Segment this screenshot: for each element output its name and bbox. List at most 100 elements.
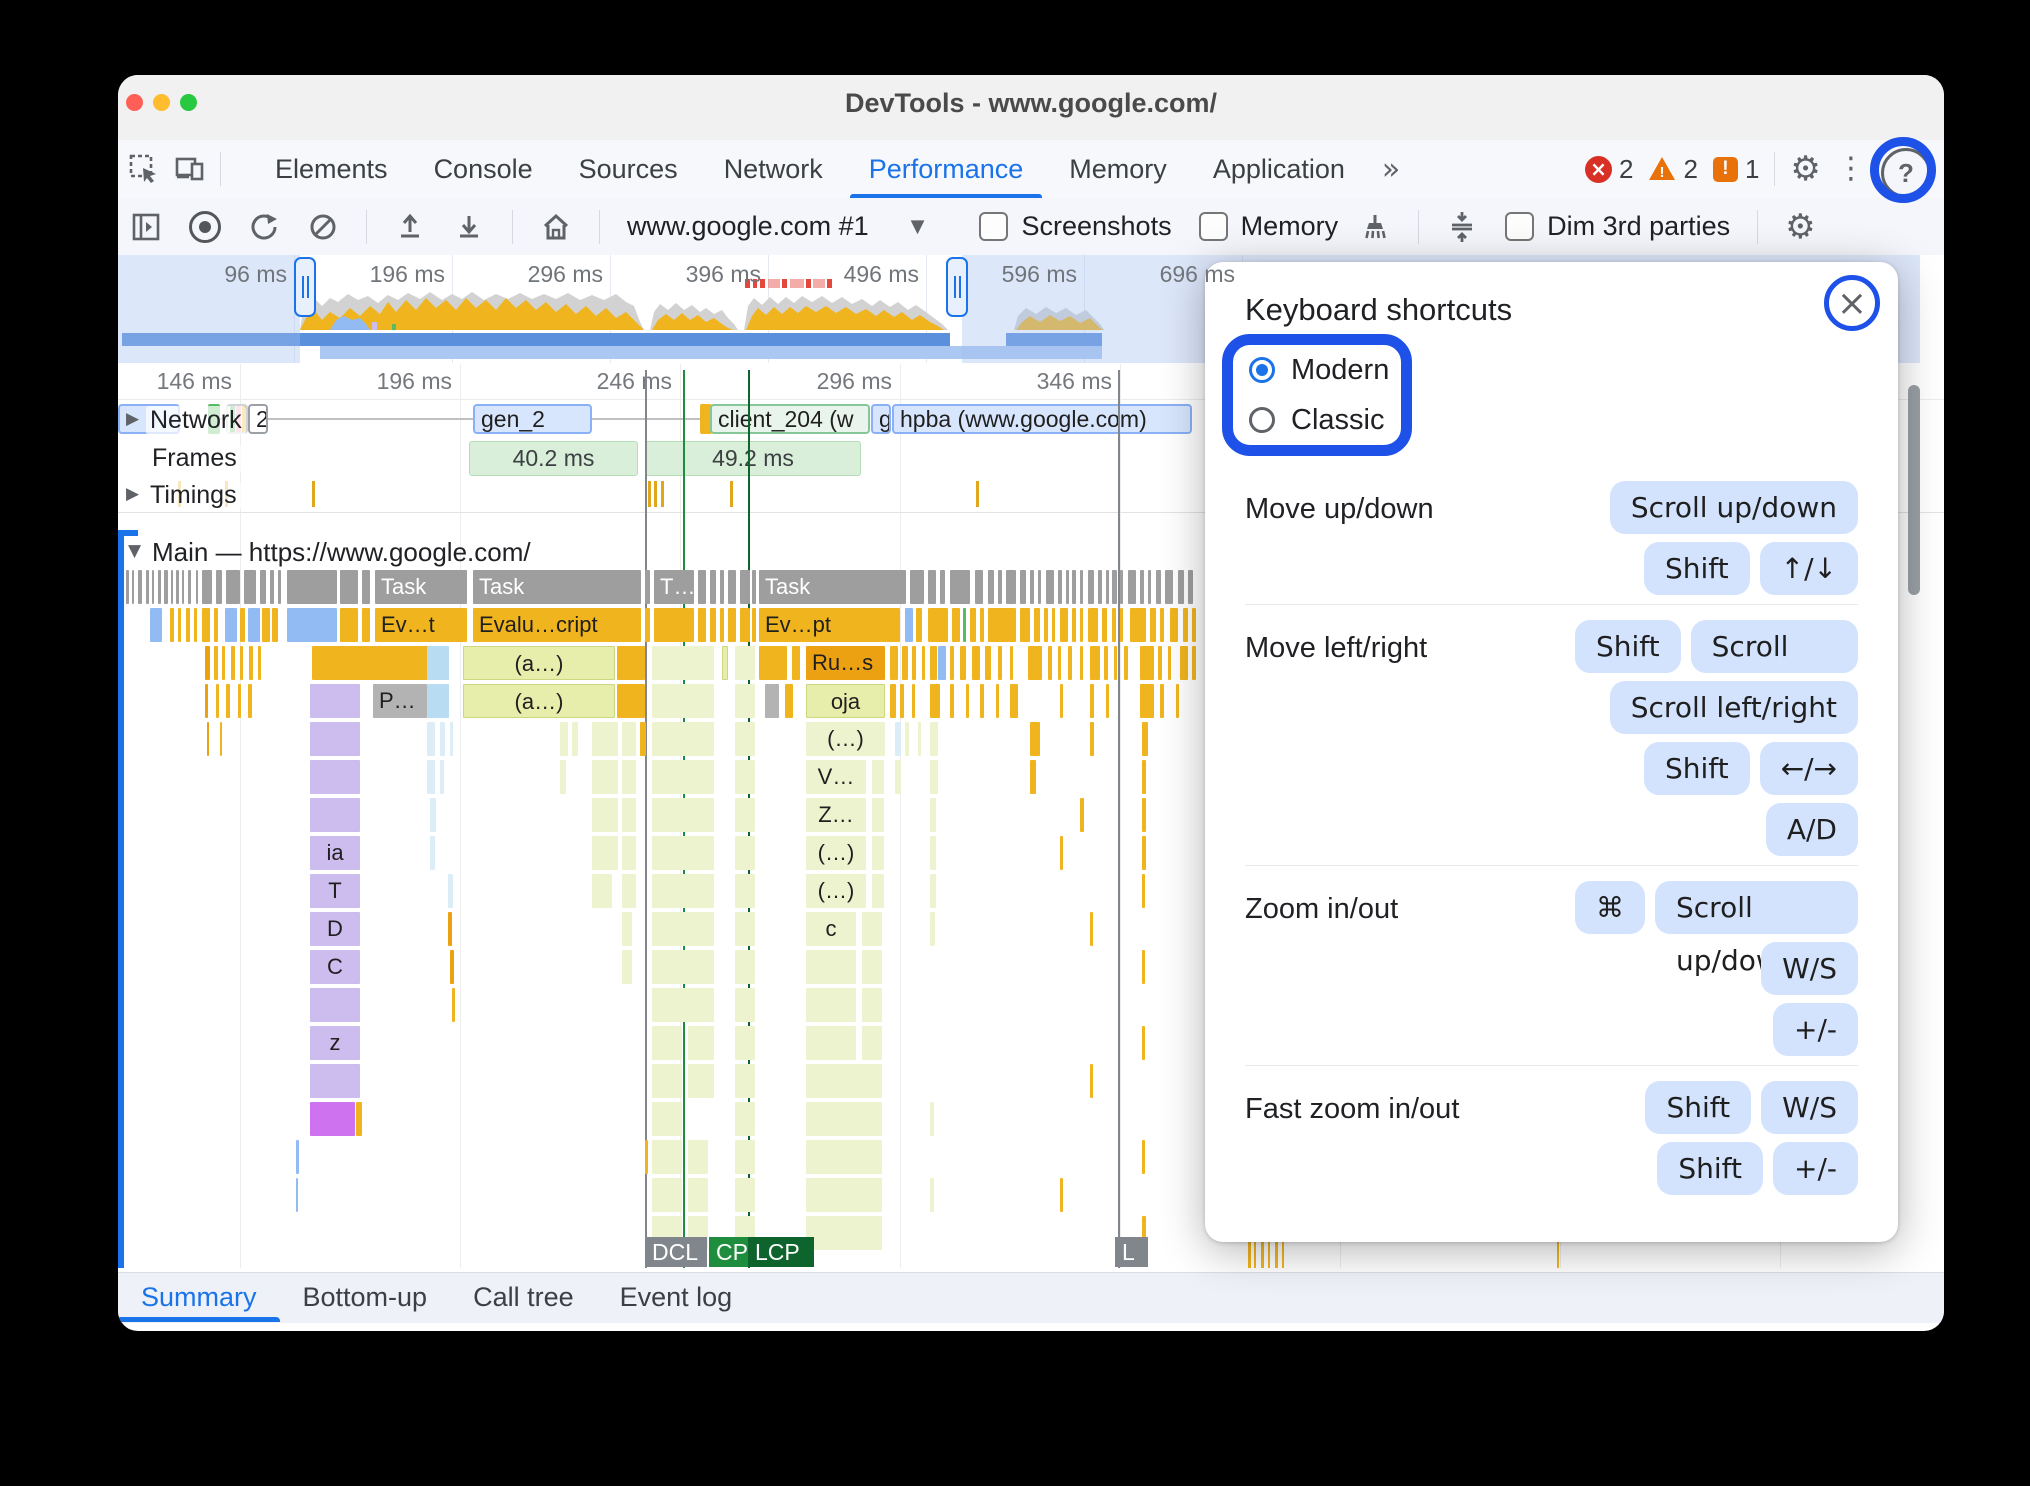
flame-bar[interactable] xyxy=(182,570,184,604)
flame-bar[interactable] xyxy=(1140,684,1154,718)
flame-bar[interactable] xyxy=(930,1178,934,1212)
flame-bar[interactable] xyxy=(205,684,208,718)
flame-bar[interactable] xyxy=(1060,684,1063,718)
flame-bar[interactable] xyxy=(720,608,724,642)
flame-bar[interactable] xyxy=(1142,798,1146,832)
flame-bar[interactable] xyxy=(1088,570,1094,604)
flame-bar[interactable] xyxy=(720,570,724,604)
flame-bar[interactable] xyxy=(176,570,179,604)
flame-bar[interactable] xyxy=(132,570,134,604)
flame-bar[interactable] xyxy=(430,836,435,870)
flame-bar[interactable] xyxy=(1052,608,1055,642)
flame-bar[interactable] xyxy=(988,570,994,604)
flame-bar[interactable] xyxy=(950,570,970,604)
flame-bar[interactable] xyxy=(735,722,755,756)
flame-bar[interactable] xyxy=(1192,608,1196,642)
main-track-label[interactable]: Main — https://www.google.com/ xyxy=(152,537,531,567)
flame-bar[interactable] xyxy=(806,988,856,1022)
flame-bar[interactable]: Task xyxy=(473,570,641,604)
memory-checkbox[interactable] xyxy=(1198,212,1228,241)
flame-bar[interactable] xyxy=(214,608,218,642)
flame-bar[interactable]: Ru…s xyxy=(806,646,885,680)
flame-bar[interactable]: oja xyxy=(806,684,885,718)
flame-bar[interactable] xyxy=(930,1102,934,1136)
flame-bar[interactable] xyxy=(735,912,755,946)
flame-bar[interactable] xyxy=(862,950,882,984)
collect-garbage-icon[interactable] xyxy=(1359,211,1391,243)
flame-bar[interactable] xyxy=(225,608,237,642)
flame-bar[interactable] xyxy=(260,570,266,604)
flame-bar[interactable] xyxy=(152,570,154,604)
flame-bar[interactable] xyxy=(1068,646,1072,680)
flame-bar[interactable] xyxy=(1046,570,1054,604)
flame-bar[interactable] xyxy=(1030,760,1036,794)
flame-bar[interactable] xyxy=(1165,570,1173,604)
flame-bar[interactable] xyxy=(427,684,449,718)
flame-bar[interactable] xyxy=(560,722,568,756)
flame-bar[interactable] xyxy=(806,1216,882,1250)
flame-bar[interactable] xyxy=(928,570,936,604)
flame-bar[interactable] xyxy=(872,874,884,908)
flame-bar[interactable] xyxy=(1088,608,1098,642)
flame-bar[interactable] xyxy=(966,684,969,718)
flame-bar[interactable] xyxy=(258,646,261,680)
flame-bar[interactable] xyxy=(970,608,976,642)
flame-bar[interactable] xyxy=(178,608,181,642)
flame-bar[interactable] xyxy=(158,570,161,604)
flame-bar[interactable]: T xyxy=(310,874,360,908)
flame-bar[interactable] xyxy=(735,874,755,908)
flame-bar[interactable] xyxy=(1080,570,1083,604)
flame-bar[interactable] xyxy=(988,608,1016,642)
flame-bar[interactable] xyxy=(930,646,937,680)
flame-bar[interactable] xyxy=(930,874,936,908)
flame-bar[interactable] xyxy=(912,646,916,680)
flame-bar[interactable] xyxy=(1058,570,1062,604)
network-track-label[interactable]: Network xyxy=(146,406,246,435)
flame-bar[interactable] xyxy=(930,722,938,756)
flame-bar[interactable] xyxy=(895,760,901,794)
flame-bar[interactable] xyxy=(617,646,645,680)
marker-label-dcl[interactable]: DCL xyxy=(645,1237,707,1267)
flame-bar[interactable] xyxy=(1066,570,1069,604)
flame-bar[interactable] xyxy=(248,684,252,718)
flame-bar[interactable] xyxy=(735,988,755,1022)
flame-bar[interactable] xyxy=(1030,570,1034,604)
marker-label-lcp[interactable]: LCP xyxy=(748,1237,814,1267)
flame-bar[interactable] xyxy=(862,988,882,1022)
flame-bar[interactable] xyxy=(1034,608,1040,642)
toggle-sidebar-icon[interactable] xyxy=(130,211,162,243)
details-tab-call-tree[interactable]: Call tree xyxy=(473,1281,574,1312)
flame-bar[interactable] xyxy=(238,684,241,718)
flame-bar[interactable] xyxy=(592,798,618,832)
flame-bar[interactable] xyxy=(222,646,225,680)
flame-bar[interactable] xyxy=(1106,570,1109,604)
flame-bar[interactable] xyxy=(1150,608,1156,642)
flame-bar[interactable] xyxy=(186,608,190,642)
flame-bar[interactable] xyxy=(922,646,925,680)
flame-bar[interactable] xyxy=(240,608,245,642)
flame-bar[interactable] xyxy=(1148,570,1151,604)
flame-bar[interactable] xyxy=(310,760,360,794)
flame-bar[interactable] xyxy=(214,646,218,680)
flame-bar[interactable] xyxy=(752,570,756,604)
frames-track-label[interactable]: Frames xyxy=(148,444,241,473)
flame-bar[interactable] xyxy=(1128,570,1136,604)
warning-count[interactable]: 2 xyxy=(1683,153,1698,184)
flame-bar[interactable] xyxy=(1106,684,1109,718)
flame-bar[interactable] xyxy=(1058,646,1061,680)
tab-network[interactable]: Network xyxy=(723,153,823,184)
flame-bar[interactable] xyxy=(1130,608,1146,642)
flame-bar[interactable] xyxy=(928,608,948,642)
frame-duration-block[interactable]: 49.2 ms xyxy=(645,441,861,476)
flame-bar[interactable] xyxy=(592,722,618,756)
flame-bar[interactable] xyxy=(960,646,966,680)
flame-bar[interactable] xyxy=(930,798,936,832)
flame-bar[interactable] xyxy=(622,722,636,756)
flame-bar[interactable] xyxy=(652,1064,682,1098)
network-request[interactable]: hpba (www.google.com) xyxy=(892,404,1192,434)
flame-bar[interactable] xyxy=(270,570,274,604)
flame-bar[interactable] xyxy=(640,722,646,756)
flame-bar[interactable] xyxy=(1142,1216,1146,1250)
flame-bar[interactable] xyxy=(164,570,168,604)
flame-bar[interactable] xyxy=(1080,798,1084,832)
